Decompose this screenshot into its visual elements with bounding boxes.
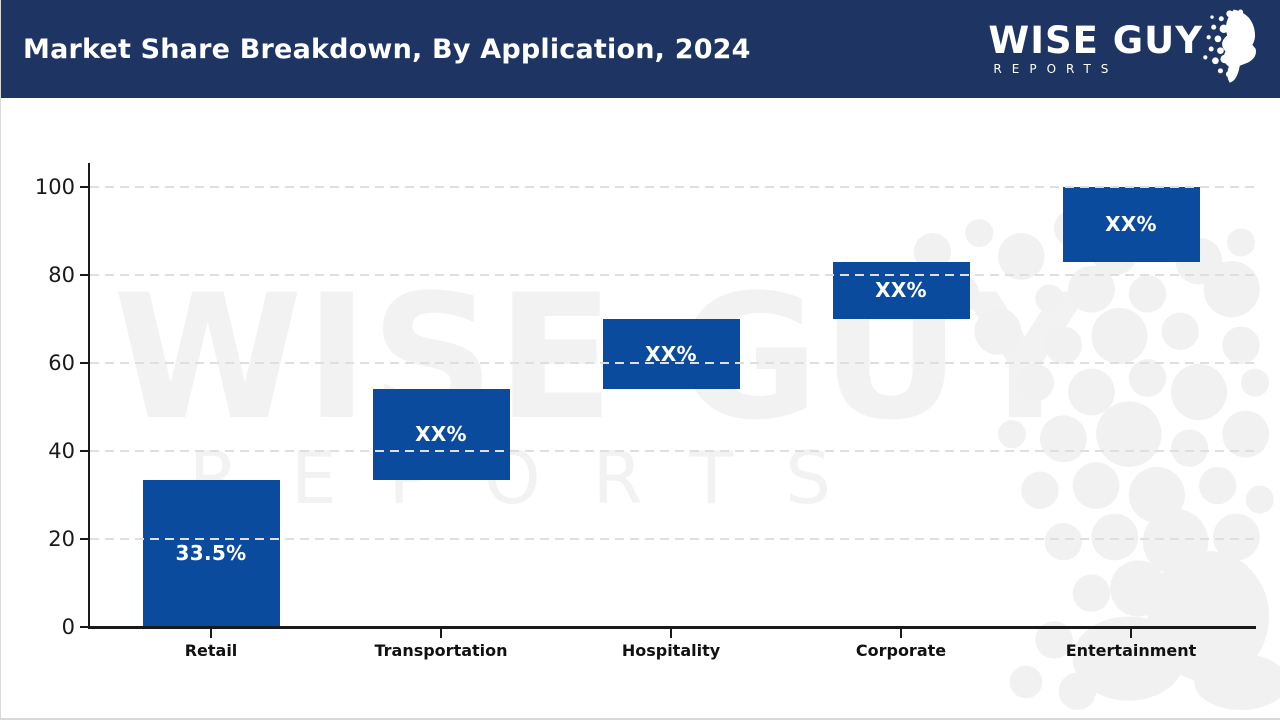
page-title: Market Share Breakdown, By Application, … [23,33,751,65]
logo-subtitle: REPORTS [993,62,1119,76]
x-axis-category-label: Entertainment [1065,641,1197,660]
x-tick-mark [440,629,442,638]
y-tick-mark [80,274,88,276]
wise-guy-reports-logo: WISE GUY REPORTS [988,7,1267,91]
y-axis-tick-label: 40 [48,439,75,463]
y-axis-tick-label: 60 [48,351,75,375]
y-axis-tick-label: 20 [48,527,75,551]
bar-value-label: XX% [415,422,467,447]
x-axis-category-label: Retail [184,641,238,660]
y-tick-mark [80,186,88,188]
bar-corporate: XX% [832,261,970,319]
x-axis-category-label: Hospitality [621,641,721,660]
y-axis-tick-label: 80 [48,263,75,287]
y-tick-mark [80,362,88,364]
gridline [90,362,1256,364]
logo-face-icon [1203,9,1256,83]
bar-value-label: 33.5% [175,541,247,566]
x-tick-mark [210,629,212,638]
y-tick-mark [80,450,88,452]
x-axis-category-label: Corporate [855,641,947,660]
x-axis-category-label: Transportation [374,641,508,660]
bar-entertainment: XX% [1062,187,1200,262]
gridline [90,186,1256,188]
x-tick-mark [900,629,902,638]
x-tick-mark [670,629,672,638]
y-axis-tick-label: 100 [34,175,75,199]
y-tick-mark [80,538,88,540]
header-bar: Market Share Breakdown, By Application, … [1,0,1280,98]
y-axis-tick-label: 0 [61,615,75,639]
logo-text: WISE GUY REPORTS [988,22,1203,76]
watermark-subtitle: REPORTS [189,436,884,520]
bar-retail: 33.5% [142,479,280,627]
gridline [90,450,1256,452]
bar-transportation: XX% [372,389,510,480]
bar-hospitality: XX% [602,319,740,390]
y-tick-mark [80,626,88,628]
x-tick-mark [1130,629,1132,638]
x-axis-spine [88,626,1256,629]
gridline [90,538,1256,540]
logo-wordmark: WISE GUY [988,19,1203,62]
bar-value-label: XX% [875,278,927,303]
bar-value-label: XX% [1105,212,1157,237]
y-axis-spine [88,163,90,629]
gridline [90,274,1256,276]
